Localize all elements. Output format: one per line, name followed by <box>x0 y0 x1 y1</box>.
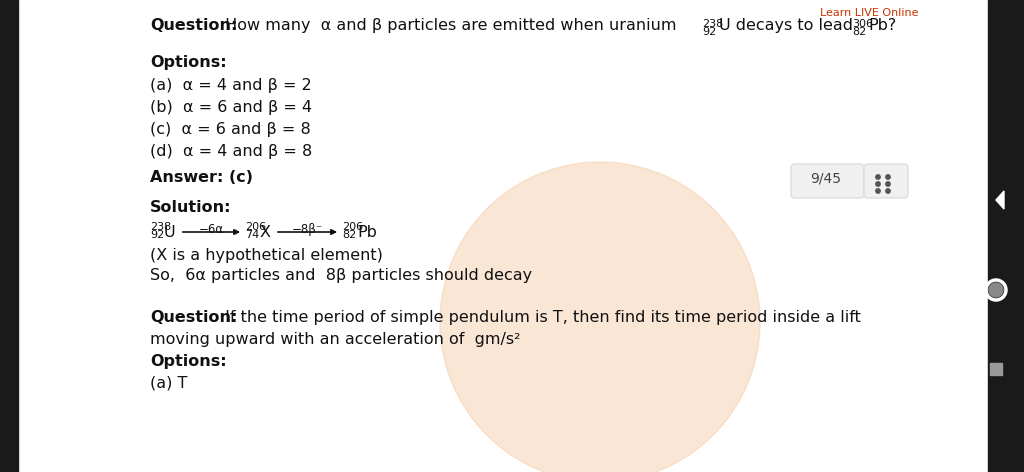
Polygon shape <box>996 191 1004 209</box>
Text: 206: 206 <box>342 222 364 232</box>
Text: How many  α and β particles are emitted when uranium: How many α and β particles are emitted w… <box>220 18 682 33</box>
Text: 238: 238 <box>150 222 171 232</box>
Circle shape <box>886 189 890 193</box>
Text: Question:: Question: <box>150 310 238 325</box>
Text: 74: 74 <box>245 230 259 240</box>
FancyBboxPatch shape <box>864 164 908 198</box>
Text: Options:: Options: <box>150 55 226 70</box>
Text: X: X <box>260 225 271 240</box>
Bar <box>988 0 1024 472</box>
Text: (a)  α = 4 and β = 2: (a) α = 4 and β = 2 <box>150 78 311 93</box>
Text: 82: 82 <box>342 230 356 240</box>
Text: Pb?: Pb? <box>868 18 896 33</box>
Bar <box>990 363 1002 375</box>
Circle shape <box>876 182 881 186</box>
Text: 9/45: 9/45 <box>811 171 842 185</box>
Text: 238: 238 <box>702 19 723 29</box>
Text: (X is a hypothetical element): (X is a hypothetical element) <box>150 248 383 263</box>
Text: Options:: Options: <box>150 354 226 369</box>
Text: 206: 206 <box>245 222 266 232</box>
Text: So,  6α particles and  8β particles should decay: So, 6α particles and 8β particles should… <box>150 268 532 283</box>
Text: Question:: Question: <box>150 18 238 33</box>
Text: −6α: −6α <box>199 223 224 236</box>
Text: (d)  α = 4 and β = 8: (d) α = 4 and β = 8 <box>150 144 312 159</box>
Circle shape <box>989 283 1002 297</box>
Text: If the time period of simple pendulum is T, then find its time period inside a l: If the time period of simple pendulum is… <box>220 310 861 325</box>
Text: 306: 306 <box>852 19 873 29</box>
Circle shape <box>886 182 890 186</box>
Text: (a) T: (a) T <box>150 376 187 391</box>
Text: Answer: (c): Answer: (c) <box>150 170 253 185</box>
Circle shape <box>876 175 881 179</box>
Text: 82: 82 <box>852 27 866 37</box>
Text: U: U <box>164 225 176 240</box>
Text: moving upward with an acceleration of  gm/s²: moving upward with an acceleration of gm… <box>150 332 520 347</box>
Bar <box>0 0 18 472</box>
Circle shape <box>886 175 890 179</box>
Text: (c)  α = 6 and β = 8: (c) α = 6 and β = 8 <box>150 122 310 137</box>
Text: Solution:: Solution: <box>150 200 231 215</box>
FancyBboxPatch shape <box>791 164 864 198</box>
Text: Pb: Pb <box>357 225 377 240</box>
Circle shape <box>876 189 881 193</box>
Text: U decays to lead: U decays to lead <box>719 18 858 33</box>
Text: (b)  α = 6 and β = 4: (b) α = 6 and β = 4 <box>150 100 312 115</box>
Text: 92: 92 <box>150 230 164 240</box>
Text: Learn LIVE Online: Learn LIVE Online <box>820 8 919 18</box>
Circle shape <box>440 162 760 472</box>
Text: −8β⁻: −8β⁻ <box>292 223 323 236</box>
Text: 92: 92 <box>702 27 716 37</box>
